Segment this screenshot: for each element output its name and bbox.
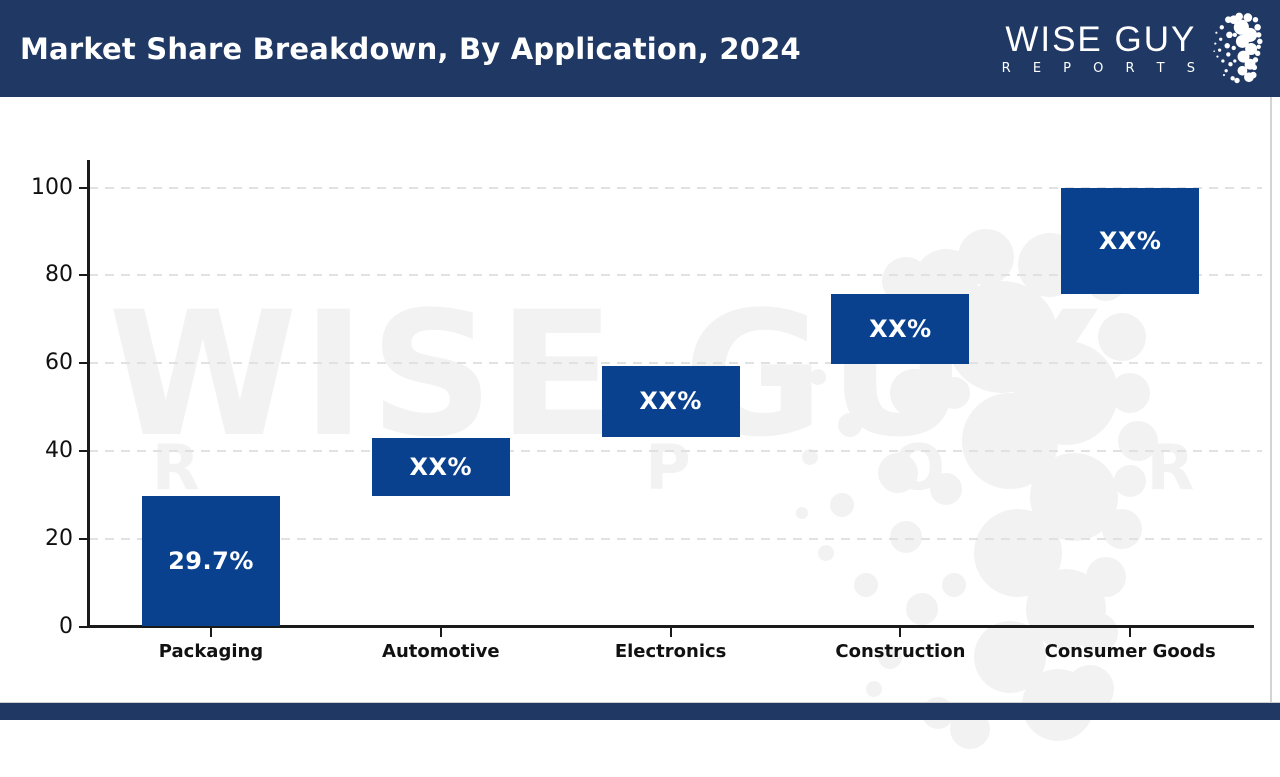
bar-value-label: XX% [409,452,473,481]
y-tick-label-80: 80 [45,262,73,288]
y-tick-0 [79,625,88,628]
bar-electronics: XX% [601,365,740,437]
category-label-packaging: Packaging [158,640,264,662]
x-tick-4 [899,628,902,637]
y-tick-label-20: 20 [45,525,73,551]
x-tick-1 [210,628,212,637]
y-tick-label-100: 100 [31,174,73,200]
gridline-40 [89,449,1262,452]
brand-logo-text: WISE GUY R E P O R T S [998,22,1204,75]
category-label-construction: Construction [835,640,966,662]
chart-area: WISE GUY R E P O R T S 02040608010029.7%… [0,97,1280,703]
bar-value-label: XX% [869,315,932,344]
watermark-head-icon [770,217,1170,777]
x-tick-3 [669,628,672,637]
y-tick-60 [79,362,88,365]
y-tick-label-0: 0 [59,613,73,639]
brand-name: WISE GUY [1005,20,1197,59]
brand-subtitle: R E P O R T S [1001,61,1204,76]
category-label-consumer-goods: Consumer Goods [1044,640,1216,662]
gridline-20 [89,537,1262,540]
bar-value-label: XX% [1098,226,1162,255]
x-tick-5 [1129,628,1132,637]
brand-logo: WISE GUY R E P O R T S [998,11,1266,87]
gridline-100 [89,186,1262,189]
bar-value-label: 29.7% [168,547,254,576]
bar-automotive: XX% [371,437,510,497]
footer-bar [0,702,1280,720]
chart-image: { "header": { "title": "Market Share Bre… [0,0,1280,720]
y-tick-40 [79,449,88,452]
image-right-border [1270,97,1272,703]
y-tick-20 [79,537,88,540]
y-tick-100 [79,186,88,189]
x-axis-line [87,625,1254,628]
brand-head-icon [1208,11,1266,87]
x-tick-2 [439,628,442,637]
page-title: Market Share Breakdown, By Application, … [20,31,801,66]
bar-packaging: 29.7% [142,496,280,627]
y-tick-label-40: 40 [45,437,73,463]
bar-construction: XX% [831,294,970,364]
bar-consumer-goods: XX% [1061,187,1200,295]
y-tick-80 [79,274,88,277]
gridline-60 [89,362,1262,365]
y-axis-line [87,160,90,627]
bar-value-label: XX% [639,387,702,416]
y-tick-label-60: 60 [45,350,73,376]
category-label-electronics: Electronics [614,640,727,662]
gridline-80 [89,274,1262,277]
category-label-automotive: Automotive [382,640,500,662]
header-bar: Market Share Breakdown, By Application, … [0,0,1280,97]
